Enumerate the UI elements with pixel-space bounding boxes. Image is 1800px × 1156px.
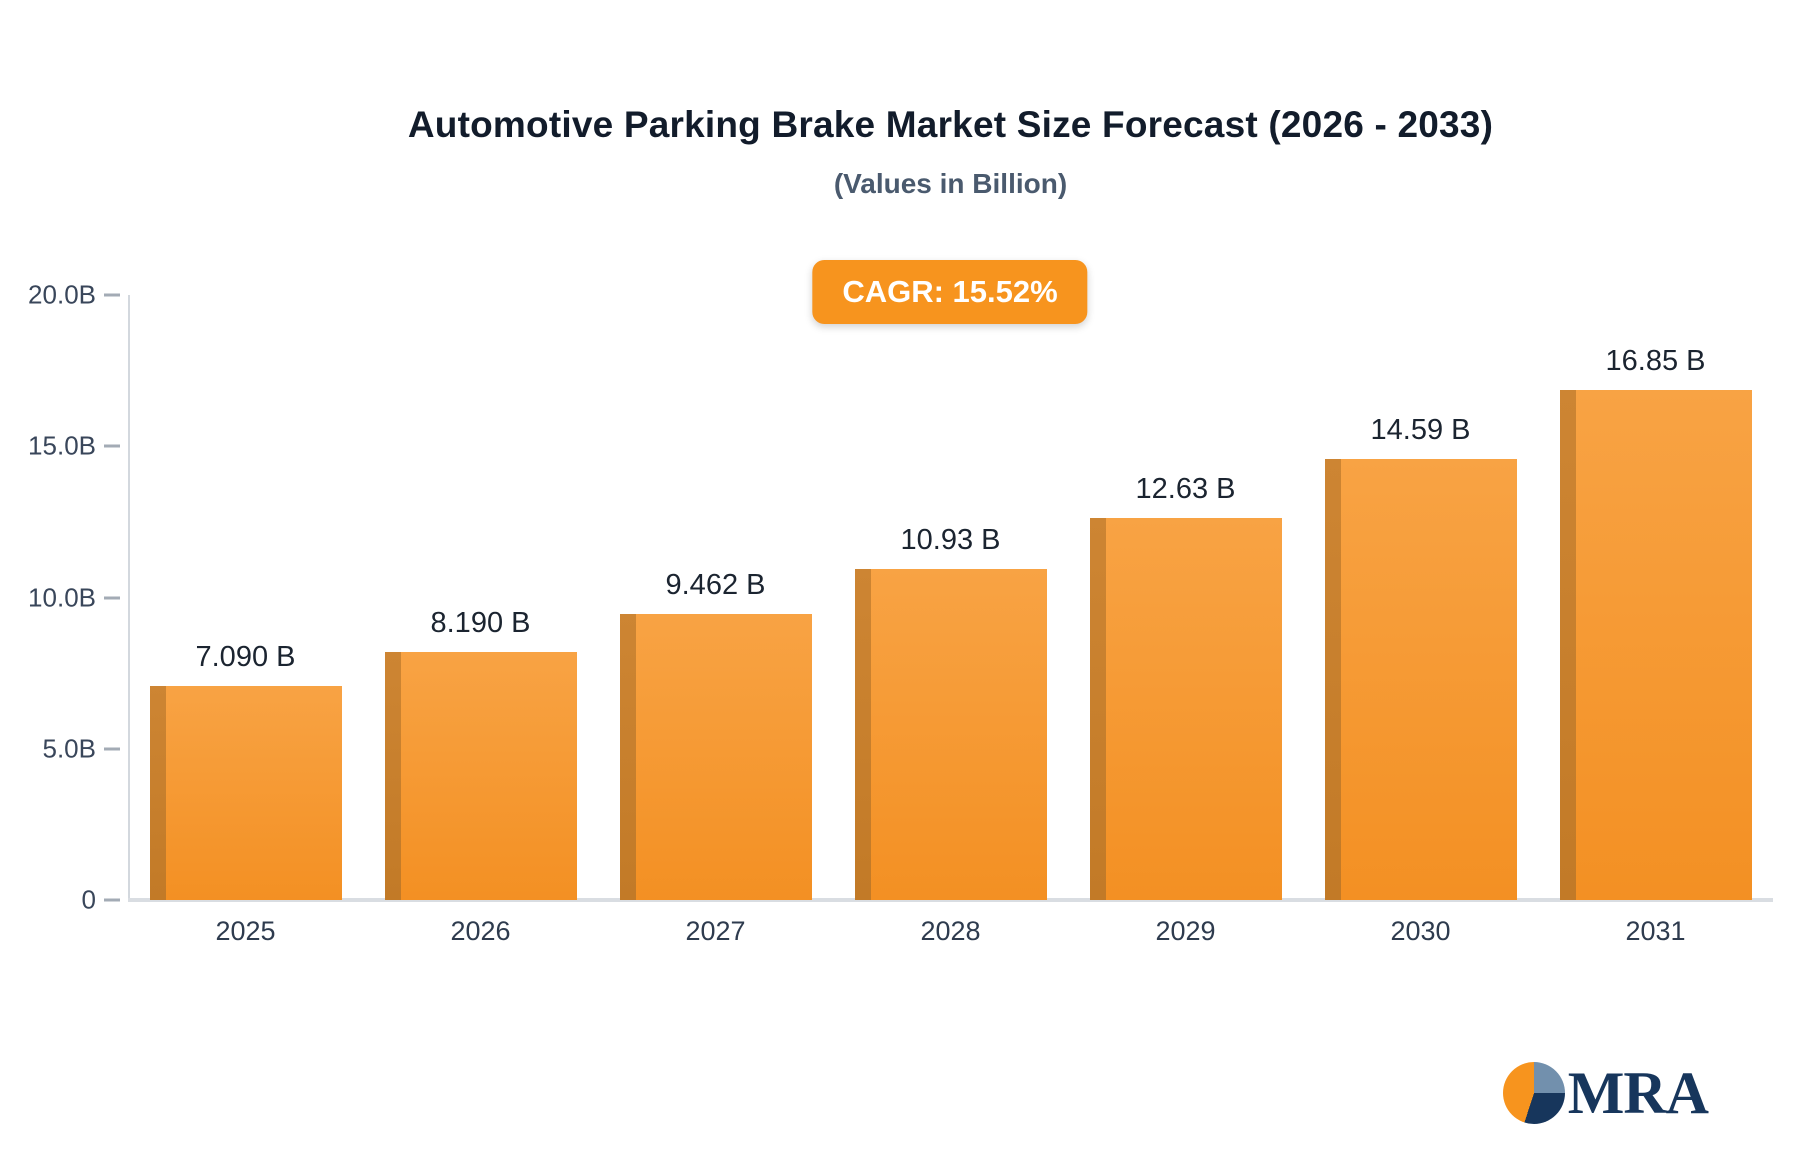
mra-logo-icon [1502,1062,1565,1124]
bar-side-face [619,613,636,900]
bar-slot: 14.59 B [1303,295,1538,900]
bar-2028: 10.93 B [854,524,1047,900]
y-tick-label: 5.0B [42,733,97,764]
bar-value-label: 9.462 B [665,568,766,601]
y-tick-mark [104,444,120,448]
bar-front-face [870,569,1047,900]
bar-2025: 7.090 B [149,641,342,900]
bar-slot: 10.93 B [833,295,1068,900]
bar-side-face [149,685,166,900]
bar-slot: 16.85 B [1538,295,1773,900]
cagr-badge: CAGR: 15.52% [812,260,1088,324]
x-tick-label: 2027 [685,916,746,946]
bar-front-face [1105,517,1282,900]
bar-front-face [165,685,342,900]
bar-2027: 9.462 B [619,569,812,900]
bar-2030: 14.59 B [1324,414,1517,900]
bar-value-label: 14.59 B [1370,413,1471,446]
y-tick-label: 0 [81,884,96,915]
bar-2026: 8.190 B [384,607,577,900]
chart-subtitle: (Values in Billion) [833,168,1068,199]
bar-slot: 9.462 B [598,295,833,900]
y-tick-label: 10.0B [28,582,96,612]
bar-front-face [400,652,577,900]
x-axis-line [128,898,1773,902]
bar-front-face [635,613,812,900]
bar-front-face [1575,390,1752,900]
x-tick-label: 2030 [1390,916,1451,946]
x-tick-label: 2025 [215,916,276,946]
bar-side-face [1559,390,1576,900]
x-tick-label: 2029 [1155,916,1216,946]
bar-front-face [1340,458,1517,900]
chart-title: Automotive Parking Brake Market Size For… [407,104,1494,145]
plot-area: 7.090 B 8.190 B 9.462 B 10.93 B 12.63 B 14.59… [28,280,1773,946]
x-tick-label: 2026 [450,916,511,946]
bar-value-label: 7.090 B [195,640,296,673]
bar-2029: 12.63 B [1089,473,1282,900]
y-tick-mark [104,747,120,751]
x-tick-label: 2028 [920,916,981,946]
bar-value-label: 12.63 B [1135,472,1236,505]
bar-side-face [1324,458,1341,900]
bar-side-face [854,569,871,900]
y-tick-mark [104,596,120,599]
y-axis-line [128,295,130,900]
x-axis-labels: 2025 2026 2027 2028 2029 2030 2031 [128,916,1773,947]
y-tick-label: 20.0B [28,279,96,310]
x-tick-label: 2031 [1625,916,1686,946]
bars: 7.090 B 8.190 B 9.462 B 10.93 B 12.63 B 14.59… [128,295,1773,900]
chart-header: Automotive Parking Brake Market Size For… [128,104,1773,200]
bar-side-face [384,652,401,900]
bar-2031: 16.85 B [1559,345,1752,900]
y-tick-mark [104,898,120,902]
y-tick-mark [104,293,120,297]
bar-value-label: 8.190 B [430,607,531,640]
mra-logo: MRA [1502,1060,1709,1126]
bar-side-face [1089,517,1106,900]
bar-value-label: 10.93 B [900,524,1001,557]
y-tick-label: 15.0B [28,430,96,461]
bar-slot: 7.090 B [128,295,363,900]
bar-slot: 12.63 B [1068,295,1303,900]
bar-value-label: 16.85 B [1605,345,1706,378]
bar-slot: 8.190 B [363,295,598,900]
mra-logo-text: MRA [1567,1060,1709,1126]
